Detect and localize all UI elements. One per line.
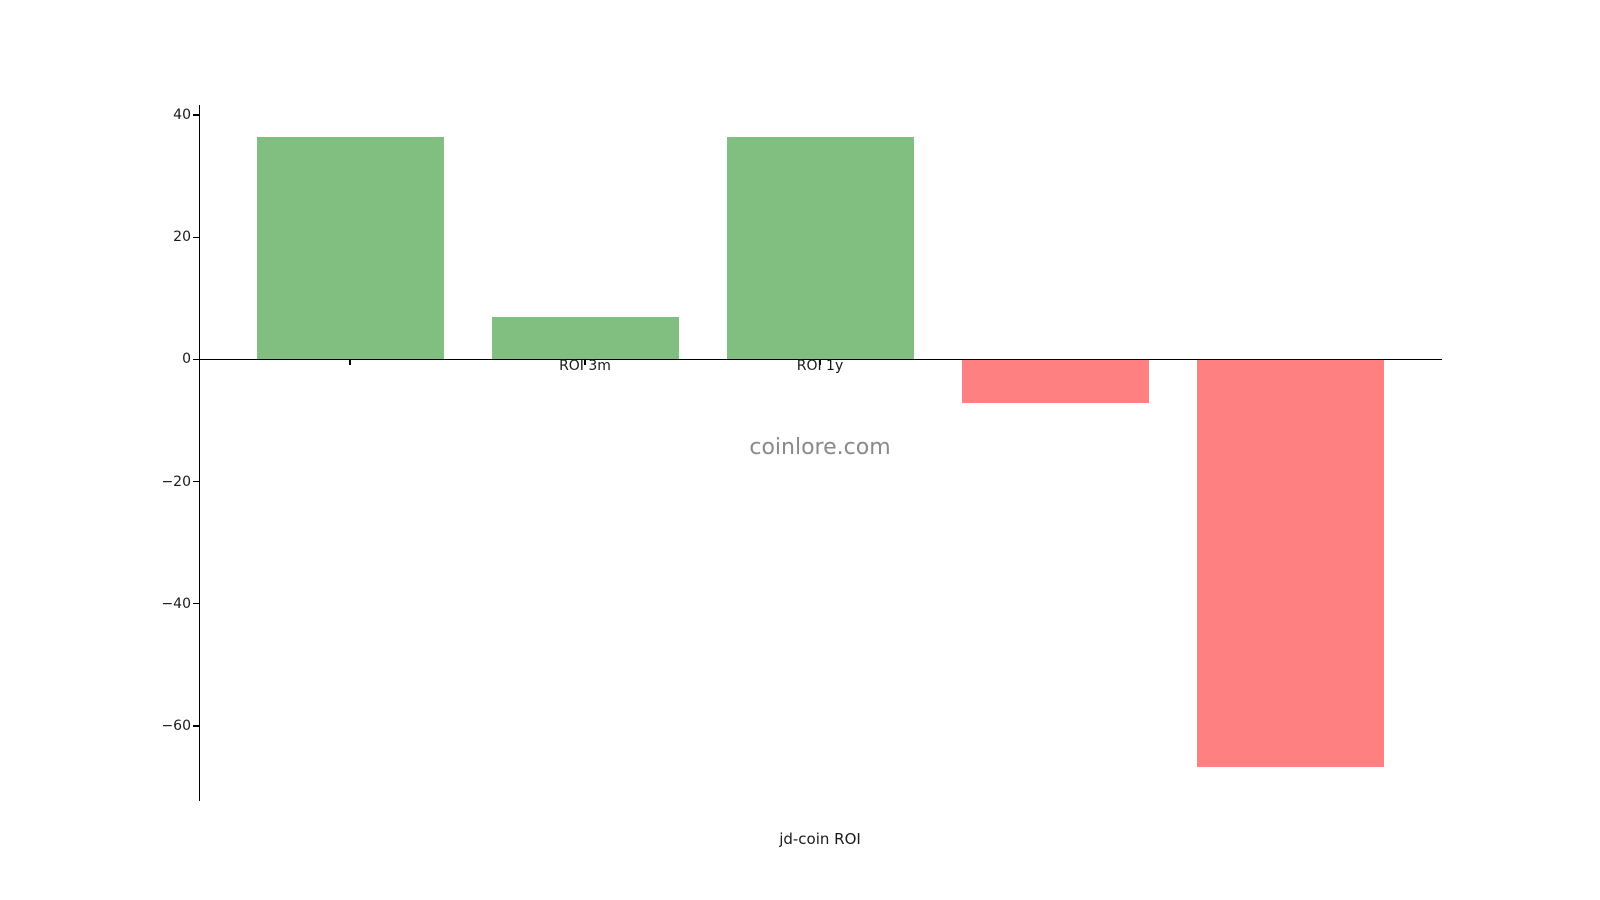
x-axis-line [198, 358, 1442, 361]
bar-3 [961, 359, 1149, 403]
y-tick-1 [193, 236, 199, 238]
y-tick-label-2: 0 [182, 351, 191, 368]
y-tick-label-1: 20 [173, 229, 191, 246]
y-axis-line [198, 105, 200, 801]
x-tick-2 [819, 359, 821, 366]
bar-0 [256, 136, 444, 360]
bar-2 [726, 136, 914, 360]
bar-1 [491, 317, 679, 360]
y-tick-label-0: 40 [173, 107, 191, 123]
x-tick-0 [349, 359, 351, 366]
x-tick-label-2: ROI 1y [796, 358, 844, 375]
y-tick-label-5: −60 [161, 718, 191, 734]
bar-4 [1196, 359, 1384, 767]
y-tick-0 [193, 114, 199, 116]
y-tick-label-4: −40 [161, 595, 191, 612]
watermark: coinlore.com [749, 435, 891, 460]
chart-title: jd-coin ROI [779, 830, 861, 848]
y-tick-label-3: −20 [161, 473, 191, 490]
y-tick-4 [193, 603, 199, 605]
x-tick-label-1: ROI 3m [559, 358, 611, 375]
y-tick-2 [193, 358, 199, 361]
y-tick-5 [193, 725, 199, 727]
x-tick-1 [584, 359, 586, 366]
y-tick-3 [193, 480, 199, 483]
